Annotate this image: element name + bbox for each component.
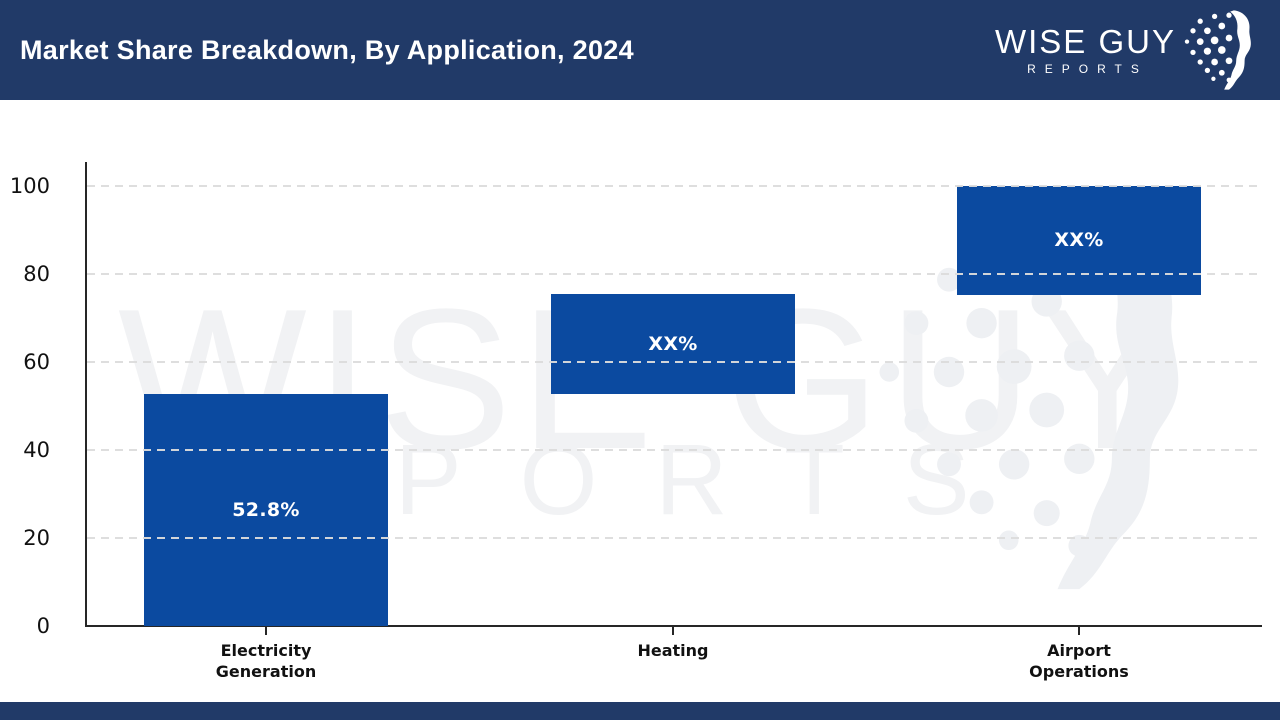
gridline-y40	[87, 449, 1262, 451]
page-title: Market Share Breakdown, By Application, …	[20, 34, 634, 65]
bar-heating	[551, 293, 795, 394]
chart-area: WISE GUY REPORTS 0 20 40 60 80 100 52.8% Electr…	[0, 100, 1280, 702]
x-axis-category-label: Electricity Generation	[215, 641, 317, 681]
gridline-y60	[87, 361, 1262, 363]
bar-electricity-generation	[144, 393, 388, 626]
header-bar: Market Share Breakdown, By Application, …	[0, 0, 1280, 100]
bar-airport-operations	[957, 186, 1201, 295]
logo-subtext: REPORTS	[1027, 61, 1148, 76]
logo-face-icon	[1184, 10, 1251, 90]
gridline-y20	[87, 537, 1262, 539]
bar-value-label: 52.8%	[232, 498, 300, 521]
x-axis-category-label: Airport Operations	[1029, 641, 1129, 681]
y-axis-tick-label: 80	[23, 262, 50, 286]
footer-bar	[0, 702, 1280, 720]
y-axis-tick-label: 100	[9, 174, 50, 198]
x-axis-tick-mark	[672, 627, 674, 635]
x-axis-tick-mark	[265, 627, 267, 635]
logo-wordmark: WISE GUY	[994, 22, 1176, 60]
plot-area: 0 20 40 60 80 100 52.8% Electricity Generation X…	[10, 162, 1262, 681]
y-axis-tick-label: 0	[36, 614, 50, 638]
x-axis-category-label: Heating	[637, 641, 709, 660]
brand-logo: WISE GUY REPORTS	[995, 8, 1254, 92]
x-axis-tick-mark	[1078, 627, 1080, 635]
y-axis-tick-label: 40	[23, 438, 50, 462]
y-axis-tick-label: 20	[23, 526, 50, 550]
gridline-y80	[87, 273, 1262, 275]
gridline-y100	[87, 185, 1262, 187]
logo-text: WISE GUY REPORTS	[995, 25, 1176, 76]
bar-value-label: XX%	[648, 332, 698, 355]
y-axis-tick-label: 60	[23, 350, 50, 374]
bar-value-label: XX%	[1054, 229, 1104, 252]
